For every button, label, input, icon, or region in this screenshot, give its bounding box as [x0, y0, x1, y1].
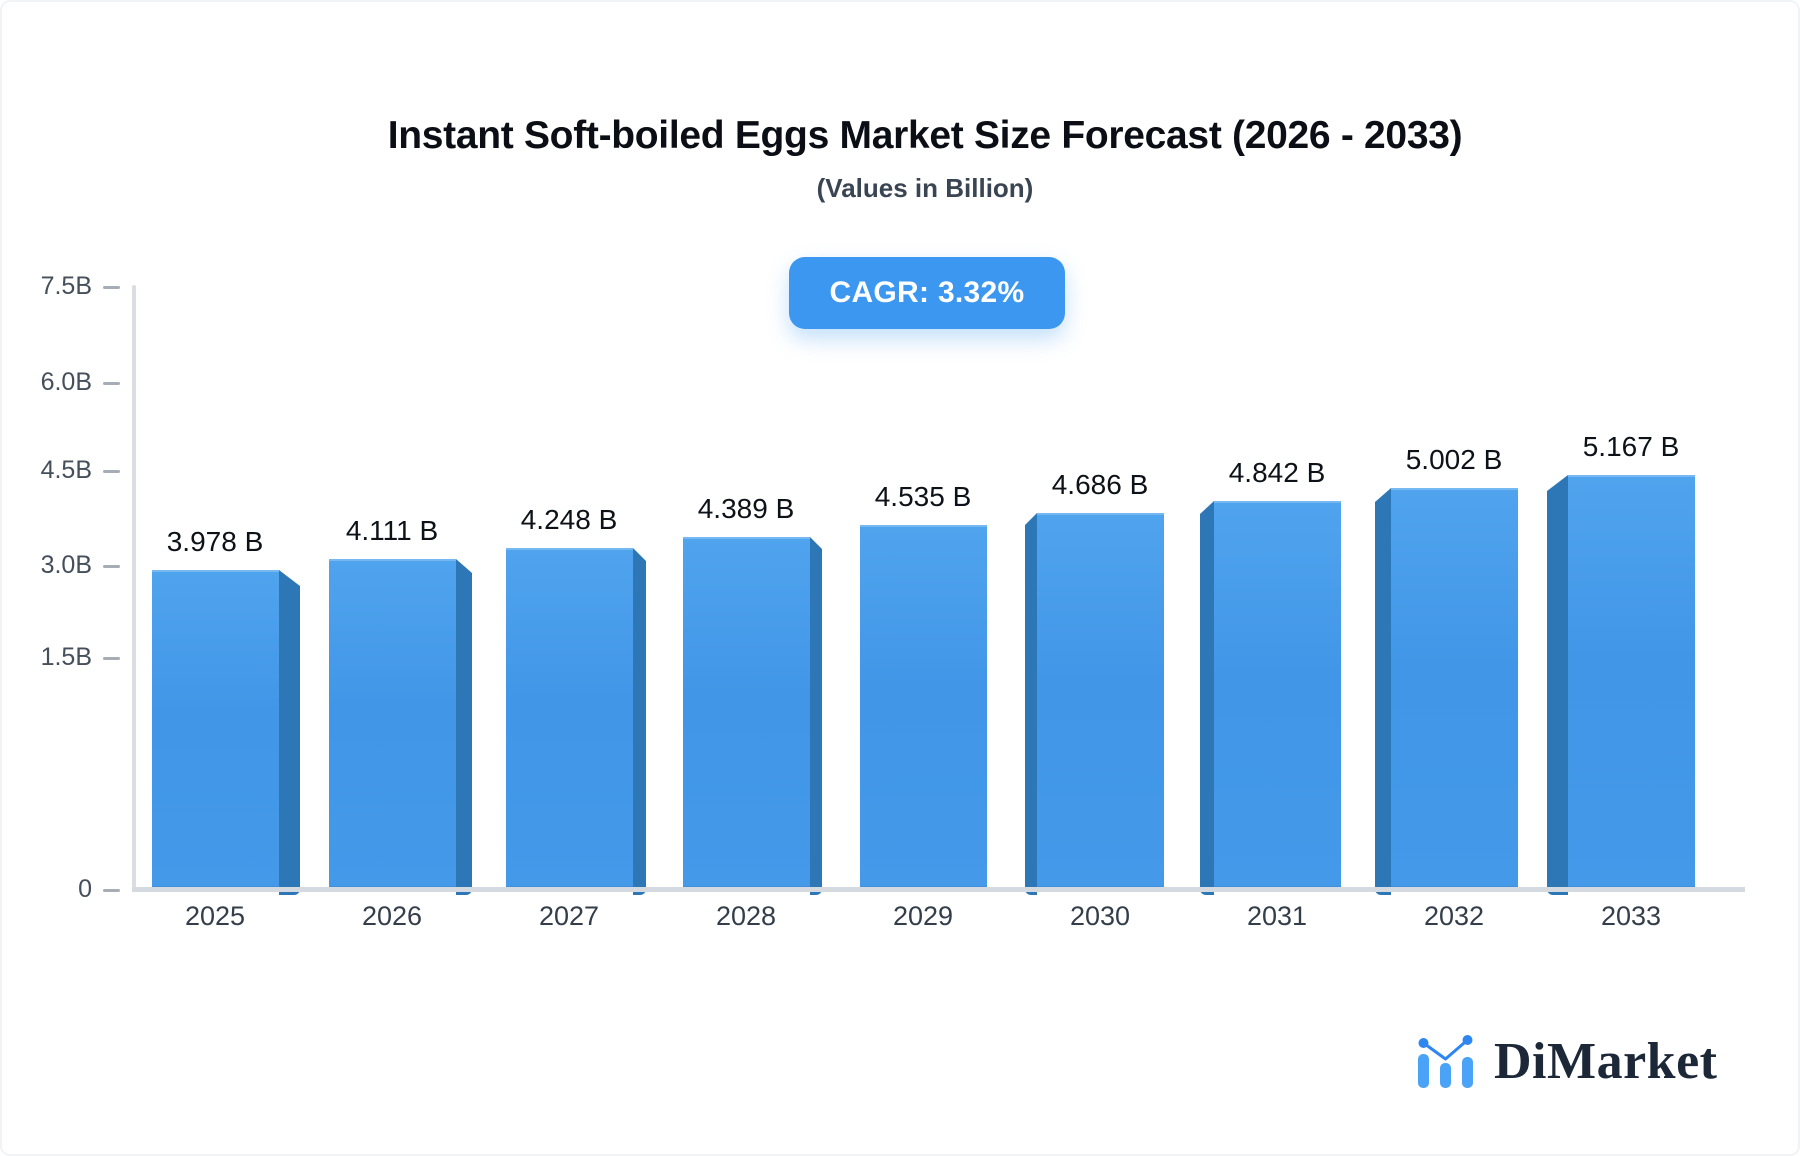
x-axis-label: 2025	[184, 901, 246, 931]
y-axis-tick-dash	[103, 889, 120, 892]
y-axis-tick-dash	[103, 657, 120, 660]
x-axis-label: 2033	[1600, 901, 1662, 931]
y-axis-tick-dash	[103, 470, 120, 473]
x-axis-line	[132, 887, 1745, 892]
bar-side-face	[456, 559, 472, 895]
bar-value-label: 5.002 B	[1405, 444, 1503, 475]
y-axis-tick-label: 6.0B	[40, 368, 92, 396]
bar-value-label: 4.535 B	[874, 481, 972, 512]
x-axis-label: 2029	[892, 901, 954, 931]
x-axis-label: 2027	[538, 901, 600, 931]
bar-value-label: 5.167 B	[1582, 431, 1680, 462]
x-axis-label: 2028	[715, 901, 777, 931]
cagr-badge: CAGR: 3.32%	[789, 257, 1065, 329]
bar-value-label: 3.978 B	[166, 526, 264, 557]
bar-value-label: 4.111 B	[345, 515, 439, 546]
bar-side-face	[1025, 513, 1037, 895]
y-axis-tick-label: 1.5B	[40, 643, 92, 671]
x-axis-label: 2031	[1246, 901, 1308, 931]
y-axis-tick-dash	[103, 565, 120, 568]
bar-side-face	[810, 537, 822, 895]
y-axis-tick-label: 3.0B	[40, 551, 92, 579]
x-axis-label: 2030	[1069, 901, 1131, 931]
logo-text: DiMarket	[1494, 1033, 1718, 1090]
y-axis-tick-label: 0	[78, 875, 92, 903]
bar-value-label: 4.686 B	[1051, 469, 1149, 500]
bar-2031	[1214, 501, 1341, 887]
bar-side-face	[1547, 475, 1568, 895]
bar-side-face	[633, 548, 646, 895]
x-axis-label: 2032	[1423, 901, 1485, 931]
logo: DiMarket	[1416, 1034, 1717, 1090]
bar-2027	[506, 548, 633, 887]
x-axis-label: 2026	[361, 901, 423, 931]
bar-side-face	[1200, 501, 1214, 895]
bar-value-label: 4.389 B	[697, 493, 795, 524]
bar-2030	[1037, 513, 1164, 887]
bar-side-face	[1375, 488, 1391, 895]
bar-2025	[152, 570, 279, 887]
y-axis-tick-dash	[103, 382, 120, 385]
bar-chart-logo-icon	[1418, 1035, 1473, 1088]
bar-2028	[683, 537, 810, 887]
y-axis-tick-label: 4.5B	[40, 456, 92, 484]
bar-value-label: 4.842 B	[1228, 457, 1326, 488]
bar-value-label: 4.248 B	[520, 504, 618, 535]
chart-title: Instant Soft-boiled Eggs Market Size For…	[387, 114, 1463, 157]
bar-2026	[329, 559, 456, 887]
y-axis-tick-dash	[103, 286, 120, 289]
y-axis-tick-label: 7.5B	[40, 272, 92, 300]
y-axis-line	[132, 285, 136, 891]
chart-subtitle: (Values in Billion)	[816, 173, 1034, 203]
bar-2029	[860, 525, 987, 887]
bar-2033	[1568, 475, 1695, 887]
bar-2032	[1391, 488, 1518, 887]
bar-side-face	[279, 570, 300, 895]
